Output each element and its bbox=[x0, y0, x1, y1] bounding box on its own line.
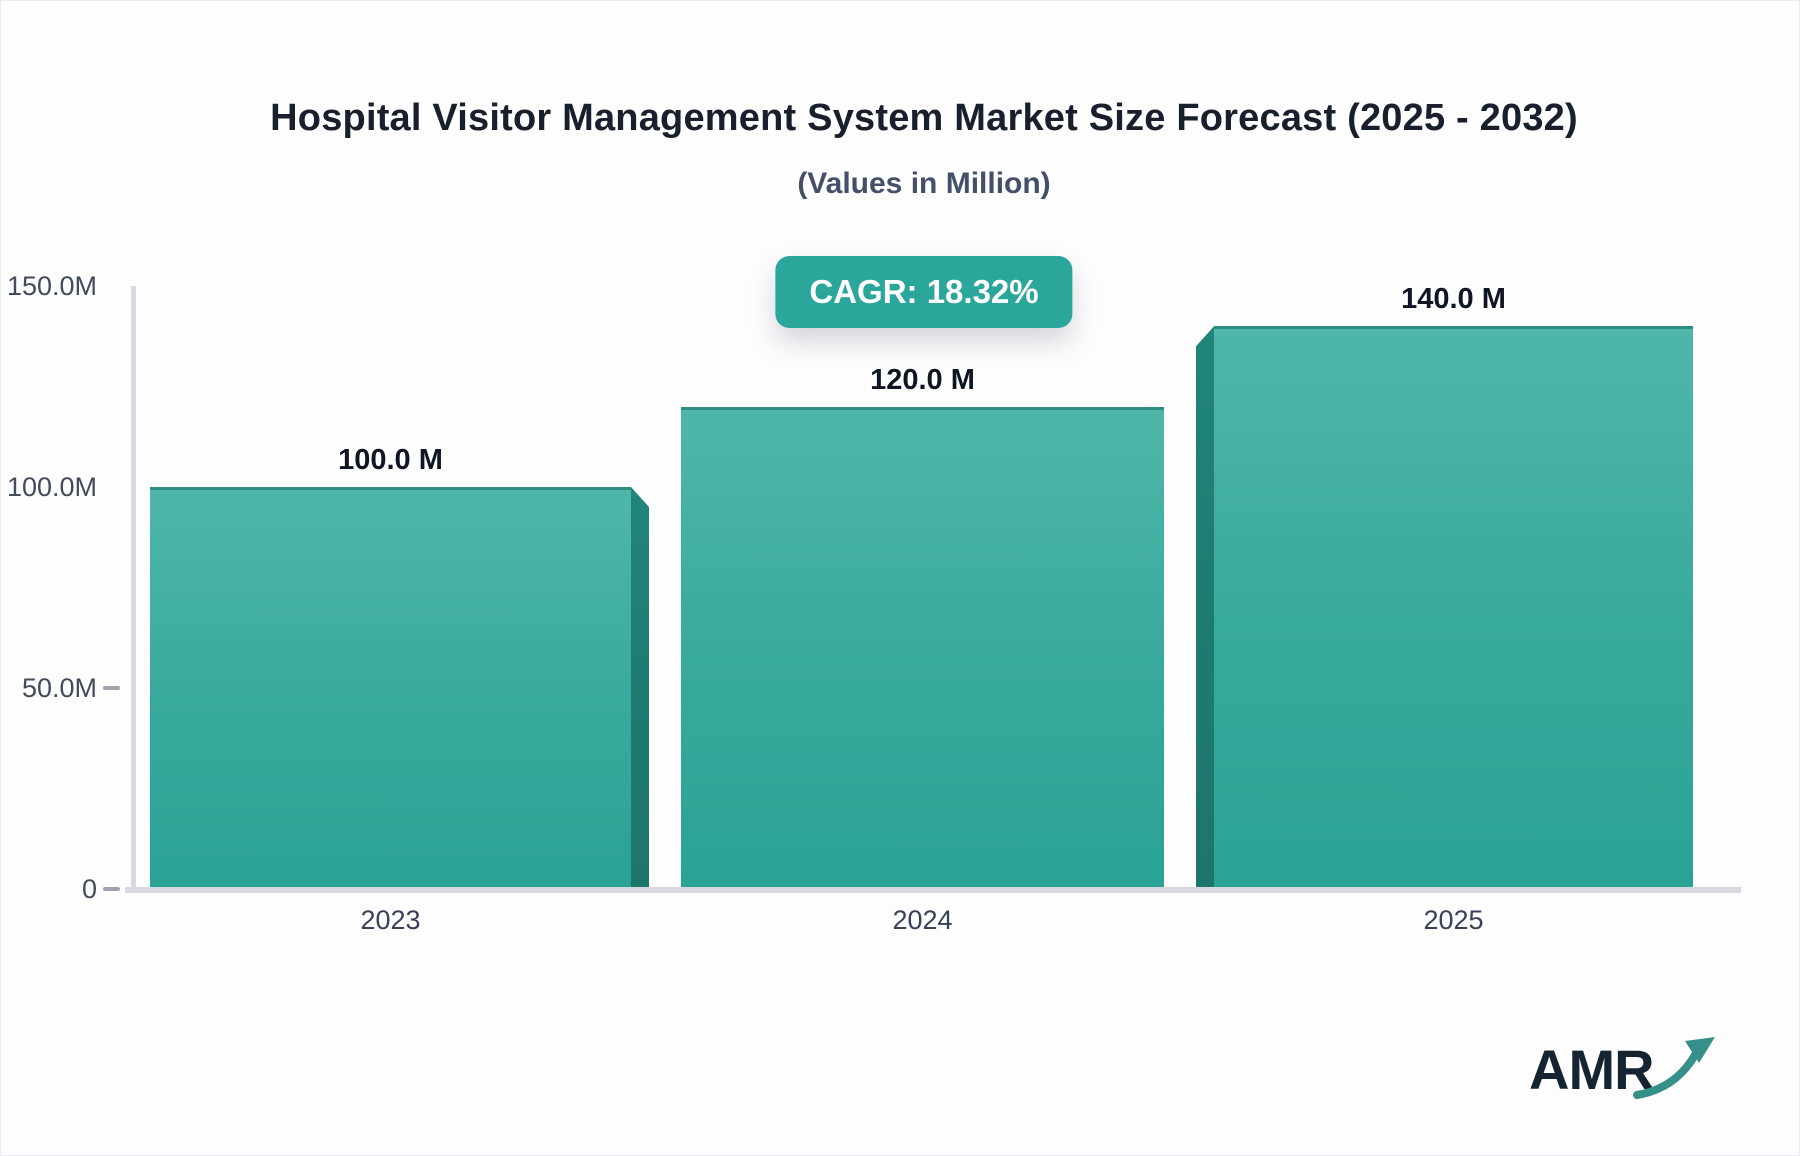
amr-logo-text: AMR bbox=[1529, 1038, 1655, 1101]
bar-3d-side-2023 bbox=[631, 487, 649, 891]
y-tick-dash bbox=[103, 686, 120, 690]
cagr-badge: CAGR: 18.32% bbox=[775, 256, 1073, 328]
bar-value-label: 140.0 M bbox=[1401, 283, 1506, 316]
bar-value-label: 100.0 M bbox=[338, 444, 443, 476]
y-tick-label: 150.0M bbox=[6, 271, 97, 301]
y-axis-line bbox=[131, 286, 136, 889]
bar-value-label: 120.0 M bbox=[870, 363, 975, 396]
y-tick-label: 100.0M bbox=[6, 472, 97, 502]
amr-logo: AMR bbox=[1529, 1031, 1729, 1111]
trend-up-arrow-icon bbox=[1633, 1037, 1715, 1099]
bar-3d-side-2025 bbox=[1196, 326, 1214, 891]
arrow-curve bbox=[1633, 1051, 1699, 1099]
y-tick-dash bbox=[103, 887, 120, 891]
bar-2023 bbox=[150, 487, 631, 891]
bar-2024 bbox=[681, 406, 1164, 891]
x-axis-label: 2023 bbox=[360, 905, 421, 935]
x-axis-line bbox=[125, 887, 1741, 893]
x-axis-label: 2025 bbox=[1423, 905, 1484, 935]
chart-subtitle: (Values in Million) bbox=[797, 167, 1051, 200]
y-tick-label: 0 bbox=[81, 874, 97, 904]
bar-2025 bbox=[1214, 326, 1693, 891]
arrow-head bbox=[1685, 1037, 1715, 1063]
x-axis-label: 2024 bbox=[892, 905, 953, 935]
chart-title: Hospital Visitor Management System Marke… bbox=[270, 97, 1578, 139]
y-tick-label: 50.0M bbox=[21, 673, 97, 703]
